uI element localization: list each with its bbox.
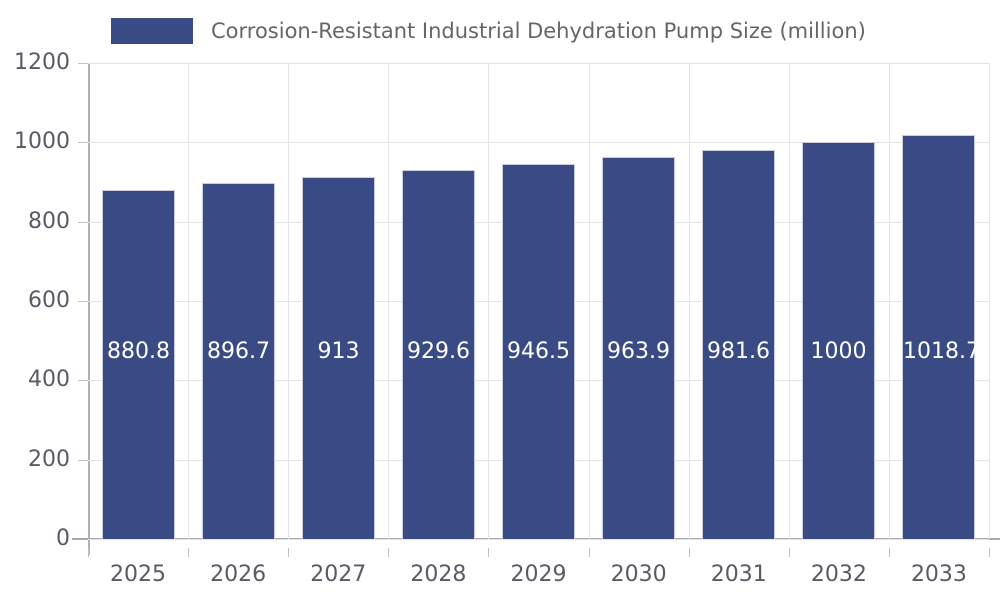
y-axis-tick-label: 200 xyxy=(28,446,70,472)
bar[interactable]: 929.6 xyxy=(402,170,475,539)
y-axis-tick-mark xyxy=(78,221,88,223)
bar-value-label: 1018.7 xyxy=(903,339,980,364)
y-axis-tick-mark xyxy=(78,142,88,144)
x-axis-tick-label: 2030 xyxy=(610,562,667,587)
x-axis-tick-labels: 2025 2026 2027 2028 2029 2030 2031 2032 2033 xyxy=(0,548,1000,588)
gridline-vertical xyxy=(789,63,790,539)
bar[interactable]: 963.9 xyxy=(602,157,675,539)
x-axis-tick-label: 2033 xyxy=(910,562,967,587)
bar-value-label: 1000 xyxy=(810,339,867,364)
x-axis-tick-mark xyxy=(689,548,690,557)
x-axis-tick-label: 2026 xyxy=(210,562,267,587)
x-axis-tick-mark xyxy=(789,548,790,557)
gridline-vertical xyxy=(889,63,890,539)
chart-legend[interactable]: Corrosion-Resistant Industrial Dehydrati… xyxy=(111,16,866,46)
gridline-vertical xyxy=(488,63,489,539)
gridline-horizontal xyxy=(88,63,989,64)
x-axis-tick-mark xyxy=(88,548,89,557)
bar-value-label: 963.9 xyxy=(607,339,670,364)
bar-value-label: 913 xyxy=(317,339,360,364)
gridline-vertical xyxy=(188,63,189,539)
bar[interactable]: 880.8 xyxy=(102,190,175,539)
legend-label: Corrosion-Resistant Industrial Dehydrati… xyxy=(211,18,866,43)
y-axis-tick-mark xyxy=(78,301,88,302)
bar[interactable]: 1000 xyxy=(802,142,875,539)
y-axis-tick-label: 1200 xyxy=(14,50,70,75)
y-axis-tick-labels: 0 200 400 600 800 1000 1200 xyxy=(0,0,88,600)
x-axis-tick-mark xyxy=(288,548,289,557)
bar[interactable]: 946.5 xyxy=(502,164,575,539)
bar-value-label: 896.7 xyxy=(207,339,270,364)
bar-value-label: 929.6 xyxy=(407,339,470,364)
bar[interactable]: 981.6 xyxy=(702,150,775,539)
x-axis-tick-mark xyxy=(188,548,189,557)
y-axis-tick-label: 600 xyxy=(28,288,70,313)
x-axis-tick-mark xyxy=(889,548,890,557)
x-axis-tick-mark xyxy=(589,548,590,557)
bar-value-label: 880.8 xyxy=(107,339,170,364)
x-axis-tick-mark xyxy=(488,548,489,557)
gridline-vertical xyxy=(288,63,289,539)
x-axis-tick-label: 2031 xyxy=(710,562,767,587)
y-axis-tick-label: 0 xyxy=(56,526,70,551)
bar-value-label: 946.5 xyxy=(507,339,570,364)
y-axis-tick-label: 800 xyxy=(28,208,70,234)
y-axis-tick-mark xyxy=(78,380,88,382)
x-axis-tick-label: 2032 xyxy=(810,562,867,587)
bar[interactable]: 896.7 xyxy=(202,183,275,539)
bar[interactable]: 913 xyxy=(302,177,375,539)
bar-value-label: 981.6 xyxy=(707,339,770,364)
gridline-horizontal xyxy=(88,142,989,144)
legend-color-swatch xyxy=(111,18,193,44)
gridline-vertical xyxy=(589,63,590,539)
gridline-vertical xyxy=(689,63,690,539)
x-axis-tick-label: 2029 xyxy=(510,562,567,587)
y-axis-tick-mark xyxy=(78,63,88,64)
bar[interactable]: 1018.7 xyxy=(902,135,980,539)
y-axis-tick-label: 1000 xyxy=(14,129,70,155)
gridline-vertical xyxy=(989,63,990,539)
x-axis-tick-mark xyxy=(989,548,990,557)
y-axis-tick-mark xyxy=(78,459,88,461)
gridline-horizontal xyxy=(88,539,989,540)
y-axis-line xyxy=(88,63,90,555)
plot-area: 880.8 896.7 913 929.6 946.5 963.9 981.6 1000 101… xyxy=(88,63,990,540)
x-axis-tick-mark xyxy=(388,548,389,557)
x-axis-tick-label: 2025 xyxy=(110,562,167,587)
x-axis-tick-label: 2027 xyxy=(310,562,367,587)
gridline-vertical xyxy=(388,63,389,539)
y-axis-tick-label: 400 xyxy=(28,367,70,393)
x-axis-tick-label: 2028 xyxy=(410,562,467,587)
